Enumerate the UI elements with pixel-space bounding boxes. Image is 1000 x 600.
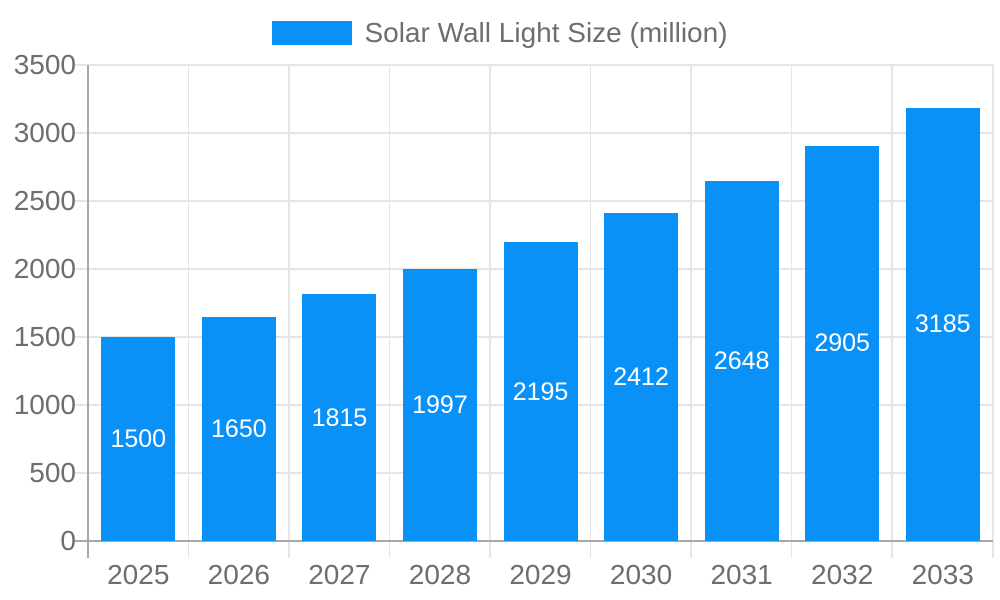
legend-swatch-icon xyxy=(272,21,353,45)
y-tick xyxy=(75,336,88,338)
bar-value-label: 2195 xyxy=(512,377,569,406)
x-tick xyxy=(388,541,391,558)
x-tick-label: 2033 xyxy=(911,559,974,590)
bar-value-label: 2648 xyxy=(713,346,770,375)
bar xyxy=(101,337,176,541)
gridline-v xyxy=(992,65,994,541)
gridline-h xyxy=(88,64,993,66)
y-tick xyxy=(75,472,88,474)
y-axis-line xyxy=(87,65,89,558)
x-tick-label: 2027 xyxy=(308,559,371,590)
x-tick-label: 2029 xyxy=(509,559,572,590)
bar xyxy=(402,269,477,541)
x-tick-label: 2028 xyxy=(408,559,472,590)
gridline-v xyxy=(790,65,793,541)
y-tick-label: 2500 xyxy=(13,185,76,216)
y-tick xyxy=(75,132,88,134)
bar xyxy=(302,294,377,541)
bar xyxy=(604,212,679,541)
x-axis-line xyxy=(75,540,993,542)
gridline-v xyxy=(589,65,592,541)
y-tick-label: 1000 xyxy=(13,389,76,420)
gridline-v xyxy=(187,65,190,541)
x-tick xyxy=(992,541,994,558)
x-tick-label: 2032 xyxy=(811,559,874,590)
bar xyxy=(905,107,980,541)
y-tick xyxy=(75,200,88,202)
y-tick-label: 0 xyxy=(60,525,76,556)
legend-label: Solar Wall Light Size (million) xyxy=(364,17,728,48)
legend[interactable]: Solar Wall Light Size (million) xyxy=(0,12,1000,54)
x-tick xyxy=(288,541,290,558)
y-tick-label: 3500 xyxy=(13,49,76,80)
x-tick-label: 2025 xyxy=(107,559,170,590)
y-tick xyxy=(75,64,88,66)
x-tick xyxy=(187,541,190,558)
x-tick-label: 2031 xyxy=(710,559,773,590)
y-tick-label: 2000 xyxy=(13,253,76,284)
y-tick-label: 1500 xyxy=(13,321,76,352)
gridline-v xyxy=(388,65,391,541)
gridline-v xyxy=(690,65,692,541)
y-tick xyxy=(75,404,88,406)
gridline-h xyxy=(88,200,993,202)
bar-value-label: 1997 xyxy=(412,391,468,420)
bar-value-label: 3185 xyxy=(914,310,971,339)
bar-value-label: 2412 xyxy=(613,362,669,391)
bar-value-label: 1650 xyxy=(211,414,267,443)
bar-value-label: 1815 xyxy=(311,403,368,432)
x-tick xyxy=(891,541,893,558)
x-tick xyxy=(589,541,592,558)
y-tick-label: 3000 xyxy=(13,117,76,148)
y-tick-label: 500 xyxy=(29,457,76,488)
y-tick xyxy=(75,268,88,270)
x-tick xyxy=(790,541,793,558)
gridline-v xyxy=(288,65,290,541)
bar xyxy=(805,145,880,541)
bar xyxy=(704,180,779,541)
x-tick-label: 2030 xyxy=(609,559,673,590)
bar-value-label: 2905 xyxy=(814,329,870,358)
x-tick xyxy=(690,541,692,558)
x-tick xyxy=(489,541,491,558)
gridline-h xyxy=(88,132,993,134)
gridline-v xyxy=(489,65,491,541)
x-tick-label: 2026 xyxy=(207,559,270,590)
bar-value-label: 1500 xyxy=(110,425,167,453)
bar xyxy=(201,316,276,541)
gridline-v xyxy=(891,65,893,541)
bar xyxy=(503,242,578,541)
